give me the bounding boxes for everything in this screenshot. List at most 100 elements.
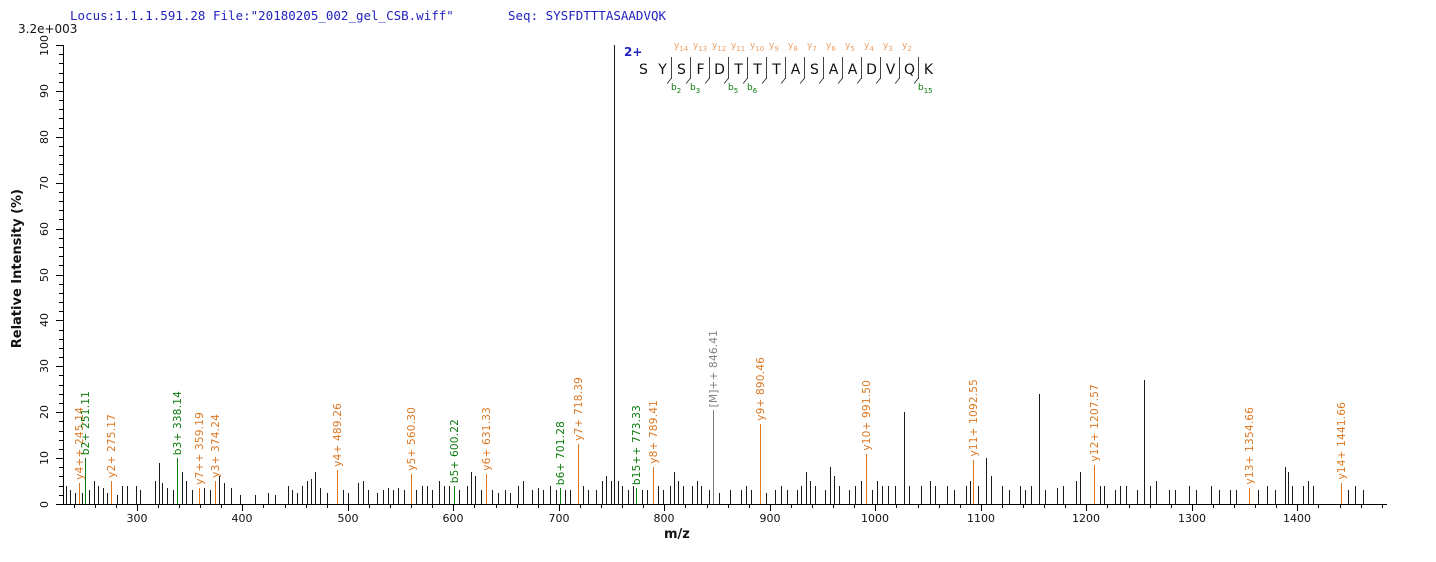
peak-label: y3+ 374.24 bbox=[210, 414, 222, 478]
annotated-peak bbox=[866, 454, 867, 504]
x-axis-tick bbox=[1192, 504, 1193, 511]
spectrum-peak bbox=[358, 483, 359, 504]
spectrum-peak bbox=[1137, 490, 1138, 504]
sequence-residue: S bbox=[810, 62, 819, 78]
y-axis-tick bbox=[59, 348, 63, 349]
bond-stem bbox=[804, 57, 805, 79]
spectrum-peak bbox=[611, 481, 612, 504]
spectrum-peak bbox=[1100, 486, 1101, 504]
spectrum-peak bbox=[1115, 490, 1116, 504]
x-axis-tick bbox=[1171, 504, 1172, 508]
x-axis-tick bbox=[707, 504, 708, 508]
spectrum-peak bbox=[1196, 490, 1197, 504]
x-axis-tick bbox=[1234, 504, 1235, 508]
bond-foot bbox=[894, 77, 900, 84]
peak-label: y10+ 991.50 bbox=[861, 380, 873, 451]
bond-stem bbox=[728, 57, 729, 79]
spectrum-peak bbox=[523, 481, 524, 504]
fragment-bond-marker bbox=[875, 57, 882, 87]
x-axis-tick bbox=[1044, 504, 1045, 508]
spectrum-peak bbox=[1031, 486, 1032, 504]
spectrum-peak bbox=[970, 481, 971, 504]
spectrum-peak bbox=[1189, 486, 1190, 504]
sequence-residue: S bbox=[639, 62, 648, 78]
spectrum-peak bbox=[66, 486, 67, 504]
spectrum-peak bbox=[1175, 490, 1176, 504]
x-axis-tick bbox=[622, 504, 623, 508]
y-axis-tick-label: 100 bbox=[38, 34, 51, 56]
x-axis-tick bbox=[95, 504, 96, 508]
spectrum-peak bbox=[1303, 486, 1304, 504]
y-axis-tick bbox=[59, 100, 63, 101]
y-axis-tick bbox=[56, 183, 63, 184]
y-ion-label: y2 bbox=[902, 41, 912, 53]
x-axis-tick bbox=[390, 504, 391, 508]
spectrum-peak bbox=[642, 490, 643, 504]
x-axis-tick-label: 400 bbox=[231, 512, 253, 525]
spectrum-peak bbox=[70, 490, 71, 504]
b-ion-label: b15 bbox=[918, 83, 933, 95]
spectrum-peak bbox=[240, 495, 241, 504]
x-axis-tick bbox=[1129, 504, 1130, 508]
spectrum-peak bbox=[173, 490, 174, 504]
spectrum-peak bbox=[107, 493, 108, 504]
y-axis-title: Relative Intensity (%) bbox=[10, 188, 25, 348]
x-axis-tick bbox=[896, 504, 897, 508]
spectrum-peak bbox=[633, 486, 634, 504]
spectrum-peak bbox=[839, 486, 840, 504]
spectrum-peak bbox=[219, 476, 220, 504]
y-axis-tick bbox=[59, 284, 63, 285]
spectrum-peak bbox=[327, 493, 328, 504]
x-axis-tick bbox=[411, 504, 412, 508]
spectrum-peak bbox=[404, 490, 405, 504]
spectrum-peak bbox=[162, 483, 163, 504]
x-axis-tick-label: 1000 bbox=[861, 512, 889, 525]
peak-label: y7+ 718.39 bbox=[573, 377, 585, 441]
y-axis-tick bbox=[59, 302, 63, 303]
y-axis-tick bbox=[59, 311, 63, 312]
precursor-charge-label: 2+ bbox=[624, 45, 643, 59]
spectrum-peak bbox=[570, 490, 571, 504]
spectrum-peak bbox=[986, 458, 987, 504]
spectrum-peak bbox=[882, 486, 883, 504]
x-axis-tick-label: 1100 bbox=[967, 512, 995, 525]
bond-stem bbox=[747, 57, 748, 79]
bond-foot bbox=[856, 77, 862, 84]
x-axis-title: m/z bbox=[664, 527, 690, 542]
bond-stem bbox=[918, 57, 919, 79]
spectrum-peak bbox=[377, 493, 378, 504]
annotated-peak bbox=[111, 481, 112, 504]
x-axis-tick bbox=[559, 504, 560, 511]
x-axis-tick bbox=[432, 504, 433, 508]
spectrum-peak bbox=[368, 490, 369, 504]
spectrum-peak bbox=[159, 463, 160, 504]
peak-label: b5+ 600.22 bbox=[449, 418, 461, 483]
x-axis-tick bbox=[1086, 504, 1087, 511]
fragment-bond-marker bbox=[913, 57, 920, 87]
x-axis-tick bbox=[538, 504, 539, 508]
x-axis-tick-label: 1400 bbox=[1283, 512, 1311, 525]
x-axis-tick bbox=[643, 504, 644, 508]
x-axis-tick bbox=[812, 504, 813, 508]
x-axis-tick bbox=[496, 504, 497, 508]
spectrum-peak bbox=[275, 495, 276, 504]
y-axis-tick bbox=[59, 394, 63, 395]
x-axis-tick bbox=[1002, 504, 1003, 508]
x-axis-tick bbox=[327, 504, 328, 508]
sequence-residue: K bbox=[923, 62, 934, 78]
sequence-residue: V bbox=[885, 62, 896, 78]
spectrum-peak bbox=[583, 486, 584, 504]
peak-label: y13+ 1354.66 bbox=[1244, 407, 1256, 485]
spectrum-peak bbox=[98, 486, 99, 504]
spectrum-peak bbox=[588, 490, 589, 504]
absolute-intensity-scale-label: 3.2e+003 bbox=[18, 22, 78, 36]
x-axis-tick bbox=[770, 504, 771, 511]
spectrum-peak bbox=[855, 486, 856, 504]
x-axis-tick bbox=[179, 504, 180, 508]
spectrum-peak bbox=[518, 486, 519, 504]
y-axis-tick bbox=[59, 146, 63, 147]
y-ion-label: y6 bbox=[826, 41, 836, 53]
bond-stem bbox=[766, 57, 767, 79]
